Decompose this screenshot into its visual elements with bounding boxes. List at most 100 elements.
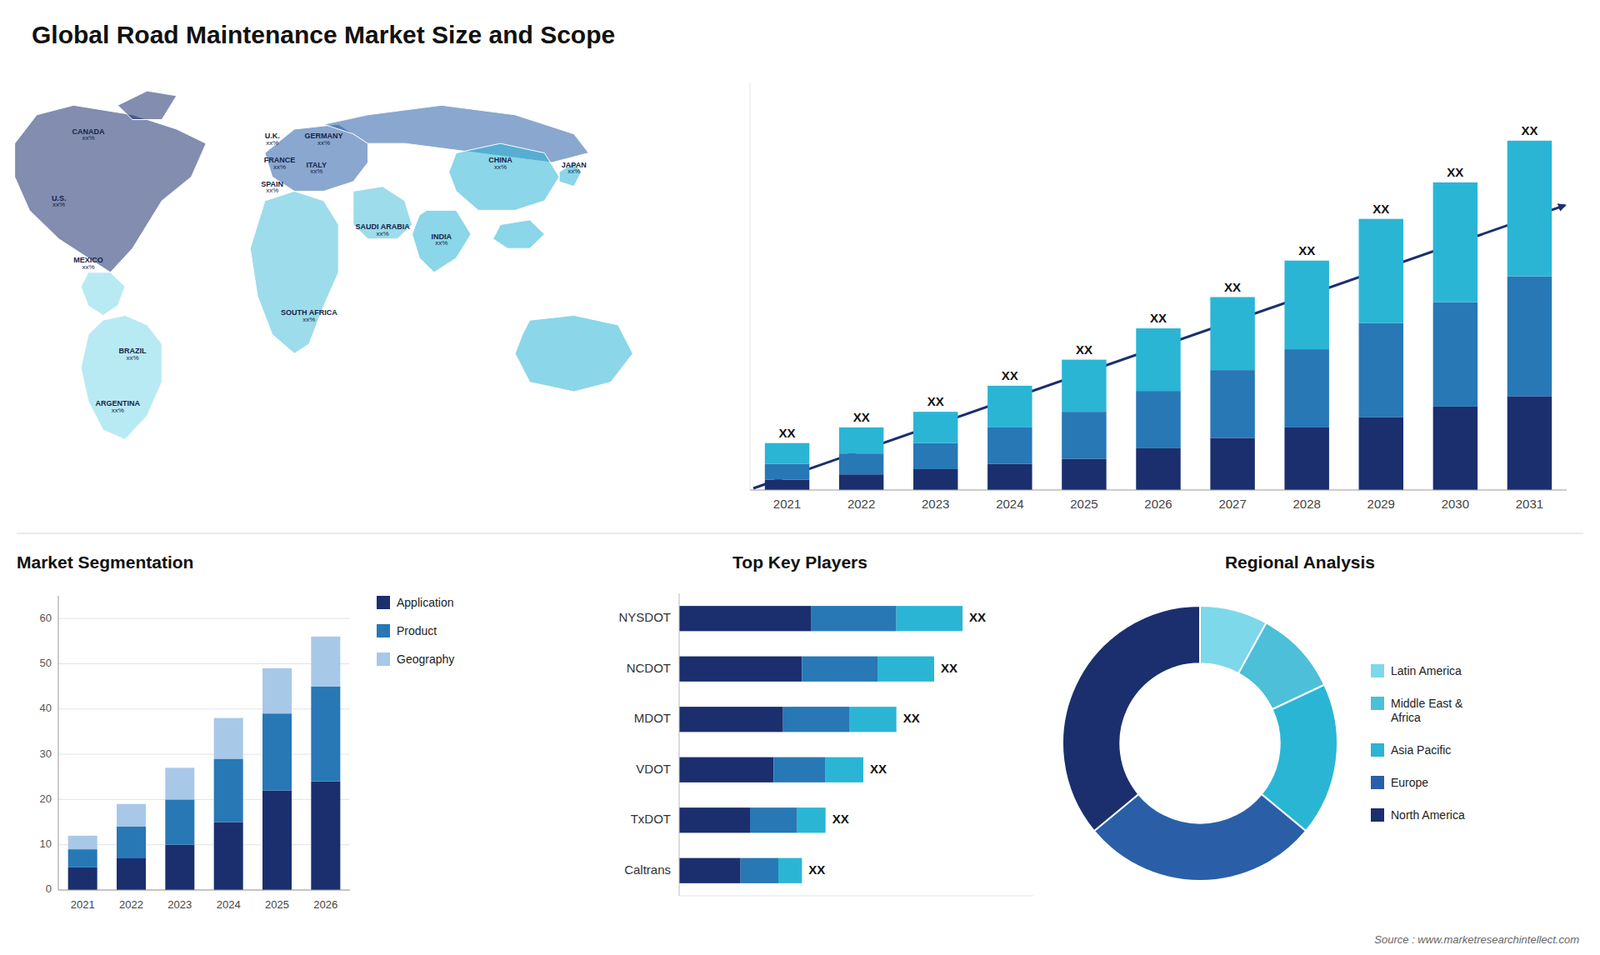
- map-value: xx%: [494, 163, 507, 171]
- bar-segment: [839, 453, 884, 475]
- legend-swatch: [1370, 696, 1385, 710]
- bar-chart: XXXXXXXXXXXXXXXXXXXXXX202120222023202420…: [750, 83, 1567, 511]
- x-tick-label: 2021: [70, 898, 95, 911]
- legend: Application Product Geography: [376, 595, 455, 666]
- data-label: XX: [1520, 123, 1538, 138]
- bar-segment: [262, 668, 292, 714]
- y-axis-line: [750, 83, 751, 490]
- donut-slice: [1062, 605, 1200, 831]
- bar-segment: [1061, 411, 1106, 459]
- map-value: xx%: [111, 406, 125, 415]
- x-tick-label: 2025: [1070, 496, 1098, 511]
- y-tick-label: 40: [40, 701, 52, 715]
- bar-segment: [783, 706, 850, 732]
- y-axis-line: [58, 595, 60, 890]
- bar-segment: [214, 759, 244, 823]
- legend-label-line: Asia Pacific: [1390, 743, 1451, 757]
- continent: [449, 143, 560, 210]
- bar-segment: [765, 479, 810, 490]
- bar-segment: [778, 858, 802, 884]
- continent: [80, 315, 162, 440]
- continent: [117, 90, 177, 120]
- section-title: Market Segmentation: [16, 552, 194, 572]
- bar-segment: [68, 835, 98, 850]
- x-tick-label: 2026: [1144, 496, 1172, 511]
- x-tick-label: 2024: [216, 898, 241, 911]
- bar-segment: [116, 804, 146, 827]
- legend-label: Geography: [396, 652, 455, 666]
- bar-segment: [1359, 323, 1404, 418]
- bar-segment: [1433, 182, 1478, 303]
- map-value: xx%: [435, 239, 448, 247]
- legend-label: Europe: [1390, 775, 1429, 790]
- bar-segment: [68, 849, 98, 868]
- infographic: Global Road Maintenance Market Size and …: [0, 0, 1600, 955]
- x-tick-label: 2030: [1441, 496, 1470, 511]
- bar-segment: [1210, 437, 1255, 490]
- legend-label: Application: [396, 595, 455, 610]
- y-tick-label: 20: [40, 792, 52, 805]
- bar-segment: [165, 799, 195, 845]
- bar-segment: [987, 464, 1032, 490]
- continent: [80, 272, 125, 316]
- map-value: xx%: [52, 200, 65, 209]
- page-title: Global Road Maintenance Market Size and …: [31, 20, 615, 49]
- bar-segment: [811, 605, 897, 631]
- legend-label: Latin America: [1390, 664, 1462, 678]
- y-tick-label: VDOT: [635, 761, 671, 776]
- bar-segment: [1359, 416, 1404, 490]
- bars: [679, 605, 963, 884]
- hbar-chart: NYSDOTNCDOTMDOTVDOTTxDOTCaltransXXXXXXXX…: [618, 593, 1034, 896]
- donut-chart: Latin America Middle East &Africa Asia Pac…: [1062, 605, 1580, 946]
- bar-segment: [679, 807, 750, 833]
- bar-segment: [913, 411, 958, 444]
- bar-segment: [877, 656, 935, 682]
- legend-swatch: [1370, 775, 1385, 790]
- legend-swatch: [1370, 664, 1385, 678]
- legend-label-line: Middle East &: [1390, 696, 1464, 710]
- map-value: xx%: [376, 230, 390, 238]
- y-tick-label: 0: [45, 882, 52, 895]
- legend-label: Middle East &Africa: [1390, 696, 1464, 725]
- bar-segment: [896, 605, 963, 631]
- map-value: xx%: [81, 134, 95, 142]
- continent: [15, 105, 207, 273]
- x-tick-label: 2021: [773, 496, 801, 511]
- y-tick-label: 50: [40, 656, 52, 670]
- map-value: xx%: [302, 315, 315, 324]
- map-value: xx%: [310, 167, 323, 175]
- bar-segment: [1433, 406, 1478, 490]
- bar-segment: [825, 757, 864, 783]
- continent: [353, 186, 413, 240]
- bar-segment: [310, 636, 340, 687]
- legend-label: Product: [396, 624, 437, 638]
- legend-swatch: [376, 595, 390, 610]
- bar-segment: [765, 443, 810, 465]
- data-label: XX: [1150, 310, 1167, 325]
- bar-segment: [1507, 275, 1552, 396]
- continent: [515, 315, 633, 392]
- map-value: xx%: [273, 163, 286, 171]
- bar-segment: [801, 656, 878, 682]
- bar-segment: [797, 807, 826, 833]
- legend-swatch: [376, 652, 390, 666]
- data-label: XX: [1446, 165, 1464, 180]
- data-label: XX: [870, 761, 887, 776]
- data-label: XX: [940, 660, 958, 675]
- data-label: XX: [1298, 243, 1315, 258]
- bar-segment: [913, 443, 958, 470]
- x-axis-line: [750, 490, 1567, 491]
- x-axis-line: [58, 890, 350, 891]
- continent: [411, 210, 471, 272]
- grid-line: [58, 844, 350, 845]
- bar-segment: [913, 469, 958, 490]
- y-tick-label: TxDOT: [630, 811, 671, 826]
- bar-segment: [68, 867, 98, 890]
- bars: [765, 140, 1552, 490]
- data-label: XX: [779, 425, 796, 440]
- data-label: XX: [1001, 368, 1019, 383]
- data-label: XX: [927, 394, 945, 409]
- bar-segment: [1507, 395, 1552, 490]
- bar-segment: [310, 686, 340, 782]
- x-tick-label: 2024: [995, 496, 1024, 511]
